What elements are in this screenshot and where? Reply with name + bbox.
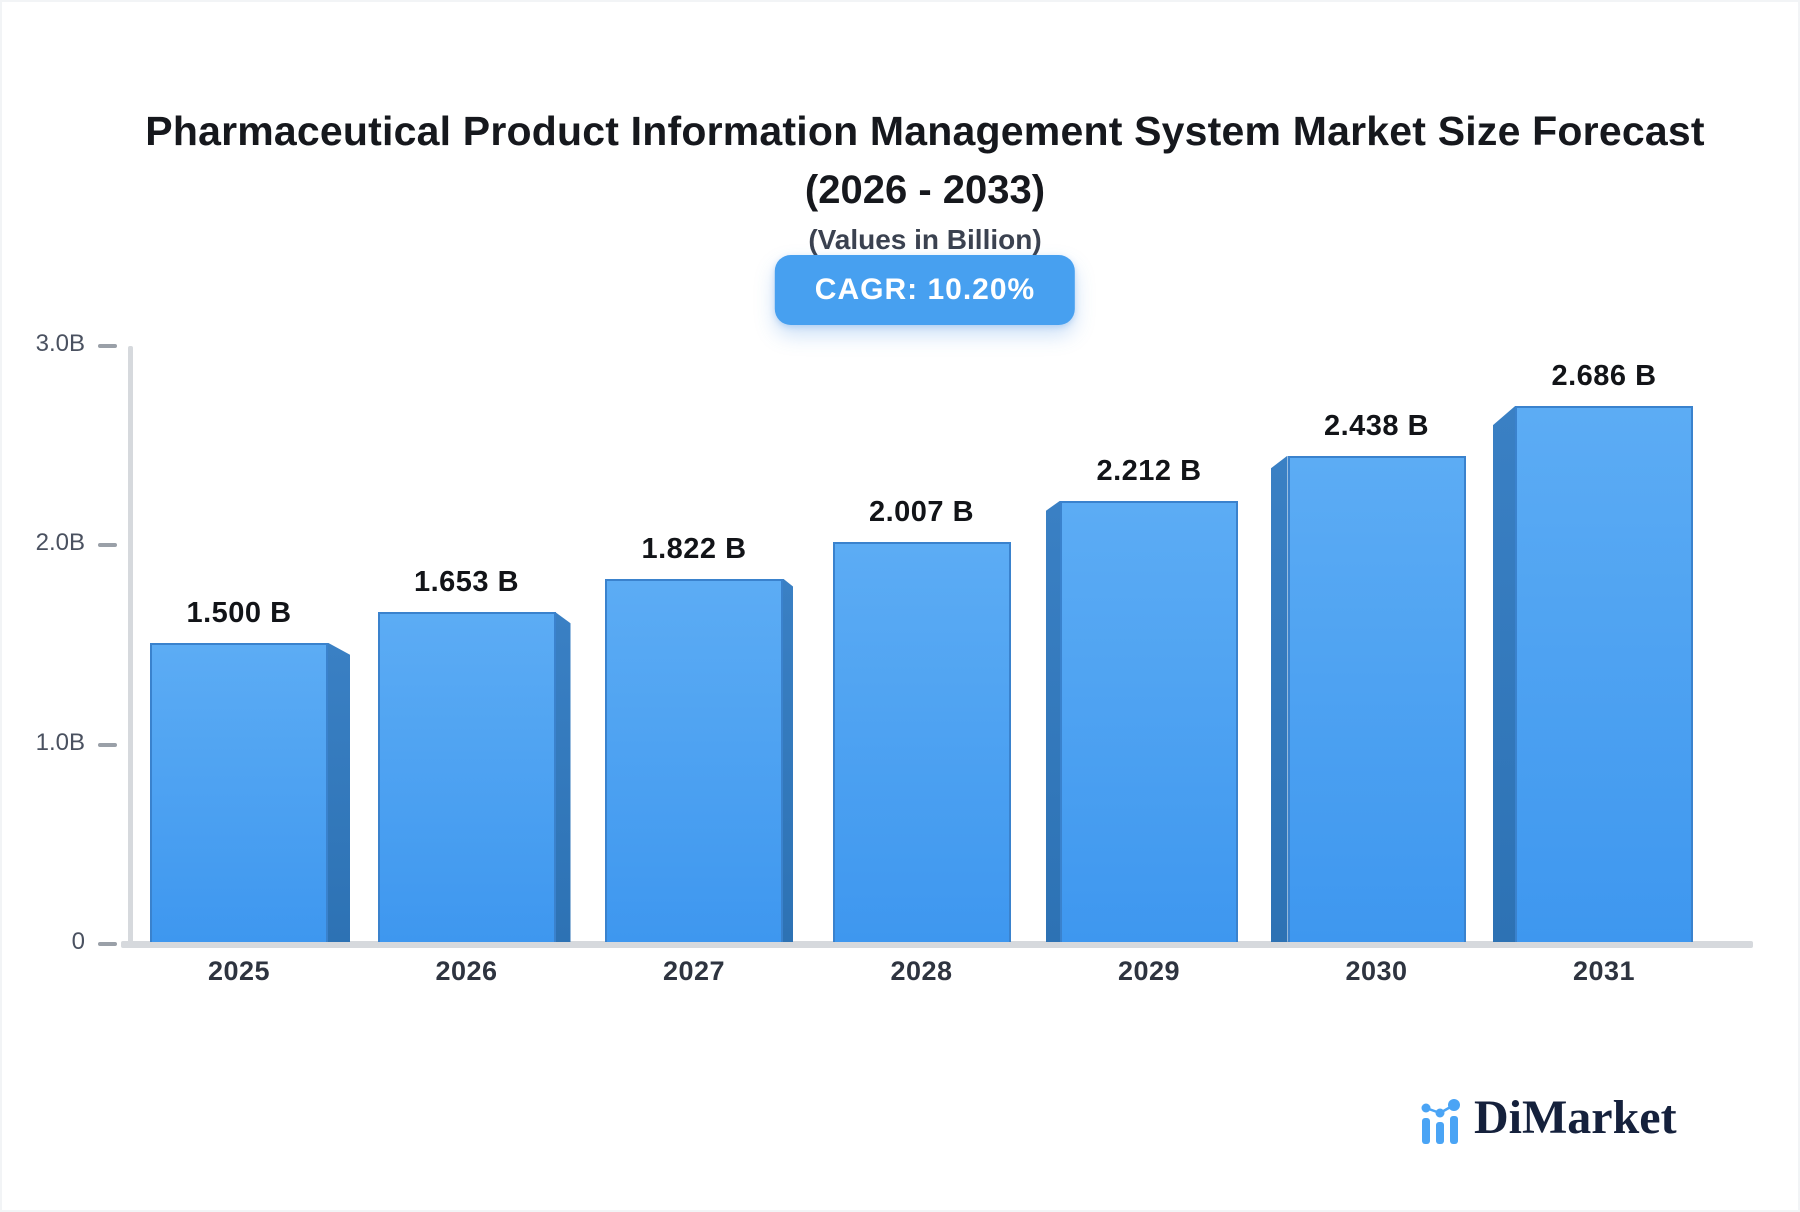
- bar-2026: [377, 612, 556, 942]
- cagr-badge: CAGR: 10.20%: [774, 255, 1076, 325]
- x-category-label: 2028: [890, 956, 953, 986]
- y-tick-label: 3.0B: [35, 329, 85, 357]
- y-tick-mark: [98, 343, 117, 348]
- chart-title: Pharmaceutical Product Information Manag…: [145, 108, 1705, 154]
- bar-value-label: 2.438 B: [1323, 409, 1430, 442]
- bar-value-label: 2.007 B: [868, 495, 975, 528]
- bar-value-label: 1.500 B: [186, 596, 292, 629]
- chart-subtitle: (Values in Billion): [808, 224, 1042, 255]
- y-tick-mark: [98, 543, 117, 547]
- x-category-label: 2031: [1572, 956, 1636, 986]
- y-tick-mark: [98, 742, 117, 747]
- bar-2027: [605, 578, 783, 942]
- bar-3d-side: [1270, 455, 1288, 942]
- bar-3d-side: [1493, 406, 1515, 942]
- bar-3d-side: [328, 642, 350, 942]
- chart-title-years: (2026 - 2033): [804, 168, 1046, 212]
- bar-value-label: 1.822 B: [641, 532, 747, 565]
- x-category-label: 2025: [207, 956, 271, 986]
- y-axis-line: [128, 346, 133, 947]
- y-tick-mark: [98, 942, 117, 946]
- brand-logo: DiMarket: [1420, 1092, 1677, 1144]
- x-category-label: 2027: [662, 956, 726, 986]
- bar-3d-side: [555, 612, 571, 942]
- y-tick-label: 0: [71, 928, 85, 955]
- bar-2029: [1060, 500, 1238, 942]
- bar-value-label: 1.653 B: [413, 566, 520, 599]
- y-tick-label: 2.0B: [35, 529, 85, 556]
- x-category-label: 2029: [1117, 956, 1181, 986]
- bar-value-label: 2.212 B: [1096, 454, 1202, 487]
- x-axis-line: [121, 941, 1753, 948]
- bar-2031: [1515, 406, 1693, 942]
- x-category-label: 2026: [435, 956, 498, 986]
- brand-name: DiMarket: [1474, 1091, 1677, 1144]
- bar-2030: [1287, 455, 1466, 942]
- x-category-label: 2030: [1345, 956, 1408, 986]
- bar-value-label: 2.686 B: [1551, 360, 1657, 393]
- bar-2028: [832, 541, 1011, 942]
- dimarket-logo-icon: [1421, 1099, 1460, 1144]
- bar-3d-side: [783, 578, 793, 942]
- bar-2025: [150, 642, 328, 942]
- bar-3d-side: [1046, 500, 1060, 942]
- y-tick-label: 1.0B: [35, 728, 85, 756]
